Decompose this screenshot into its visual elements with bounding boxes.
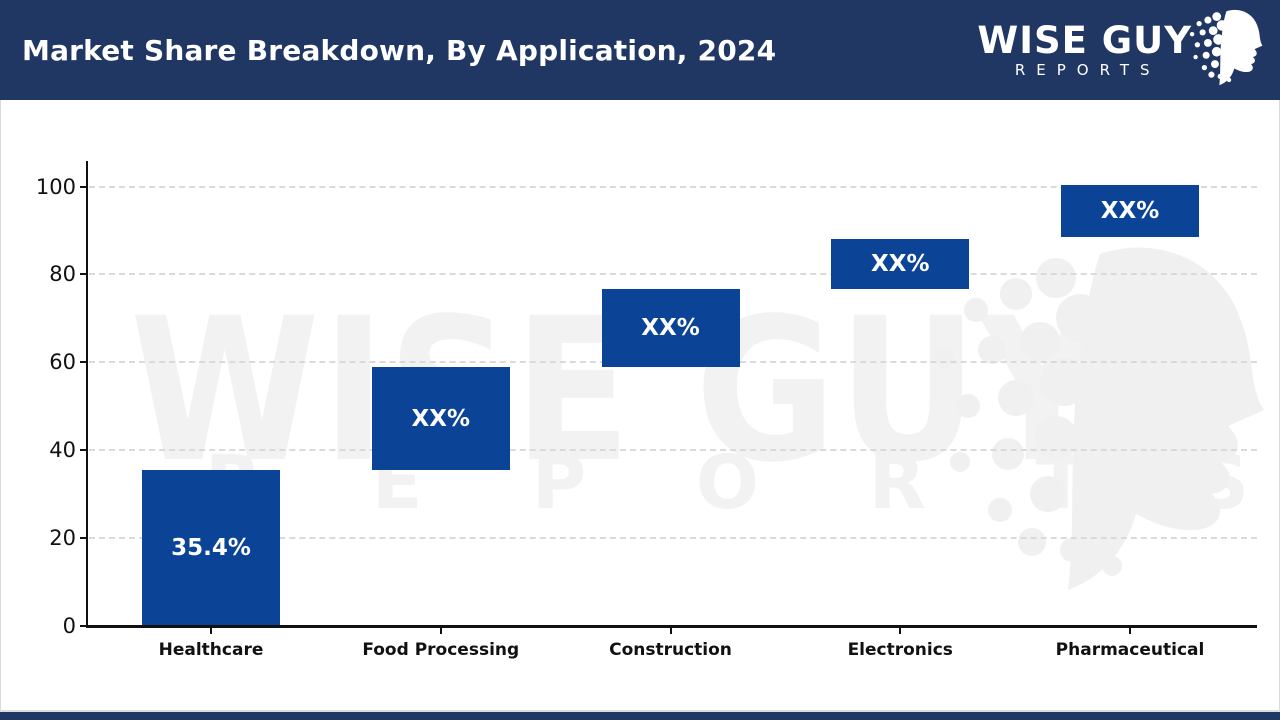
y-tick-mark bbox=[80, 624, 88, 627]
x-tick-mark bbox=[1129, 625, 1131, 634]
footer-bar bbox=[0, 710, 1280, 720]
y-tick-mark bbox=[80, 185, 88, 188]
logo-text: WISE GUY REPORTS bbox=[977, 22, 1192, 78]
gridline bbox=[89, 185, 1257, 188]
x-category-label: Healthcare bbox=[158, 640, 264, 660]
bar-pharmaceutical bbox=[1061, 185, 1199, 237]
bar-value-label: XX% bbox=[641, 315, 700, 342]
y-tick-label: 40 bbox=[49, 437, 76, 462]
y-tick-label: 0 bbox=[62, 613, 76, 638]
x-category-label: Electronics bbox=[847, 640, 953, 660]
y-tick-label: 100 bbox=[35, 174, 76, 199]
x-tick-mark bbox=[210, 625, 212, 634]
y-tick-mark bbox=[80, 536, 88, 539]
logo-subtitle: REPORTS bbox=[1014, 61, 1161, 79]
x-category-label: Pharmaceutical bbox=[1055, 640, 1205, 660]
logo-wordmark: WISE GUY bbox=[977, 19, 1192, 62]
bar-food-processing bbox=[371, 366, 510, 471]
y-tick-label: 80 bbox=[49, 262, 76, 287]
header-bar: Market Share Breakdown, By Application, … bbox=[0, 0, 1280, 100]
y-tick-label: 20 bbox=[49, 525, 76, 550]
y-axis bbox=[86, 161, 88, 628]
x-category-label: Food Processing bbox=[362, 640, 520, 660]
page-title: Market Share Breakdown, By Application, … bbox=[22, 33, 777, 67]
logo-head-icon bbox=[1178, 6, 1266, 94]
x-category-label: Construction bbox=[609, 640, 732, 660]
bar-value-label: 35.4% bbox=[171, 534, 251, 561]
y-tick-label: 60 bbox=[49, 350, 76, 375]
x-tick-mark bbox=[899, 625, 902, 634]
bar-value-label: XX% bbox=[1100, 198, 1160, 225]
x-tick-mark bbox=[439, 625, 442, 634]
wise-guy-logo: WISE GUY REPORTS bbox=[977, 6, 1266, 94]
bar-electronics bbox=[831, 239, 970, 290]
y-tick-mark bbox=[80, 361, 88, 364]
bar-construction bbox=[601, 289, 740, 367]
gridline bbox=[89, 273, 1257, 276]
y-tick-mark bbox=[80, 273, 88, 276]
bar-healthcare bbox=[142, 470, 280, 626]
bar-value-label: XX% bbox=[411, 405, 471, 432]
gridline bbox=[89, 448, 1257, 451]
x-axis bbox=[86, 624, 1257, 628]
y-tick-mark bbox=[80, 448, 88, 451]
bar-value-label: XX% bbox=[870, 251, 930, 278]
watermark: WISE GUY R E P O R T S bbox=[0, 100, 1280, 710]
x-tick-mark bbox=[669, 625, 672, 634]
gridline bbox=[89, 536, 1257, 539]
